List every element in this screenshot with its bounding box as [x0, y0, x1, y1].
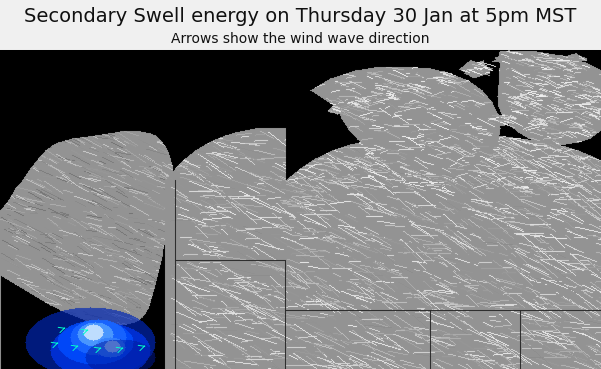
- Text: Arrows show the wind wave direction: Arrows show the wind wave direction: [171, 32, 430, 46]
- Text: Secondary Swell energy on Thursday 30 Jan at 5pm MST: Secondary Swell energy on Thursday 30 Ja…: [24, 7, 577, 25]
